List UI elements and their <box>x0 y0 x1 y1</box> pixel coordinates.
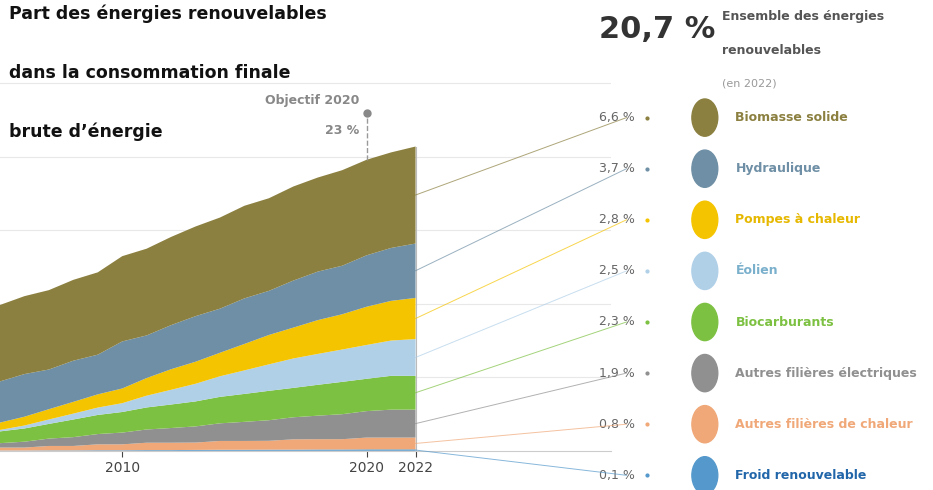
Text: Éolien: Éolien <box>735 265 778 277</box>
Text: Biomasse solide: Biomasse solide <box>735 111 848 124</box>
Text: 2,8 %: 2,8 % <box>599 213 635 226</box>
Text: Part des énergies renouvelables: Part des énergies renouvelables <box>9 5 327 24</box>
Text: 2,3 %: 2,3 % <box>599 316 635 328</box>
Circle shape <box>692 406 717 443</box>
Circle shape <box>692 150 717 187</box>
Text: Objectif 2020: Objectif 2020 <box>265 94 359 107</box>
Text: 0,1 %: 0,1 % <box>599 469 635 482</box>
Text: 6,6 %: 6,6 % <box>599 111 635 124</box>
Circle shape <box>692 354 717 392</box>
Text: renouvelables: renouvelables <box>722 44 821 57</box>
Text: 20,7 %: 20,7 % <box>599 15 716 44</box>
Text: Autres filières électriques: Autres filières électriques <box>735 367 917 380</box>
Circle shape <box>692 252 717 290</box>
Text: Pompes à chaleur: Pompes à chaleur <box>735 213 860 226</box>
Circle shape <box>692 99 717 136</box>
Text: Froid renouvelable: Froid renouvelable <box>735 469 867 482</box>
Text: 1,9 %: 1,9 % <box>599 367 635 380</box>
Text: Ensemble des énergies: Ensemble des énergies <box>722 10 884 23</box>
Text: Autres filières de chaleur: Autres filières de chaleur <box>735 417 913 431</box>
Text: Biocarburants: Biocarburants <box>735 316 834 328</box>
Text: 3,7 %: 3,7 % <box>599 162 635 175</box>
Text: 2,5 %: 2,5 % <box>599 265 635 277</box>
Text: Hydraulique: Hydraulique <box>735 162 821 175</box>
Text: dans la consommation finale: dans la consommation finale <box>9 64 291 82</box>
Text: brute d’énergie: brute d’énergie <box>9 122 163 141</box>
Circle shape <box>692 457 717 490</box>
Circle shape <box>692 303 717 341</box>
Text: (en 2022): (en 2022) <box>722 78 776 88</box>
Text: 0,8 %: 0,8 % <box>599 417 635 431</box>
Text: 23 %: 23 % <box>325 124 359 138</box>
Circle shape <box>692 201 717 239</box>
